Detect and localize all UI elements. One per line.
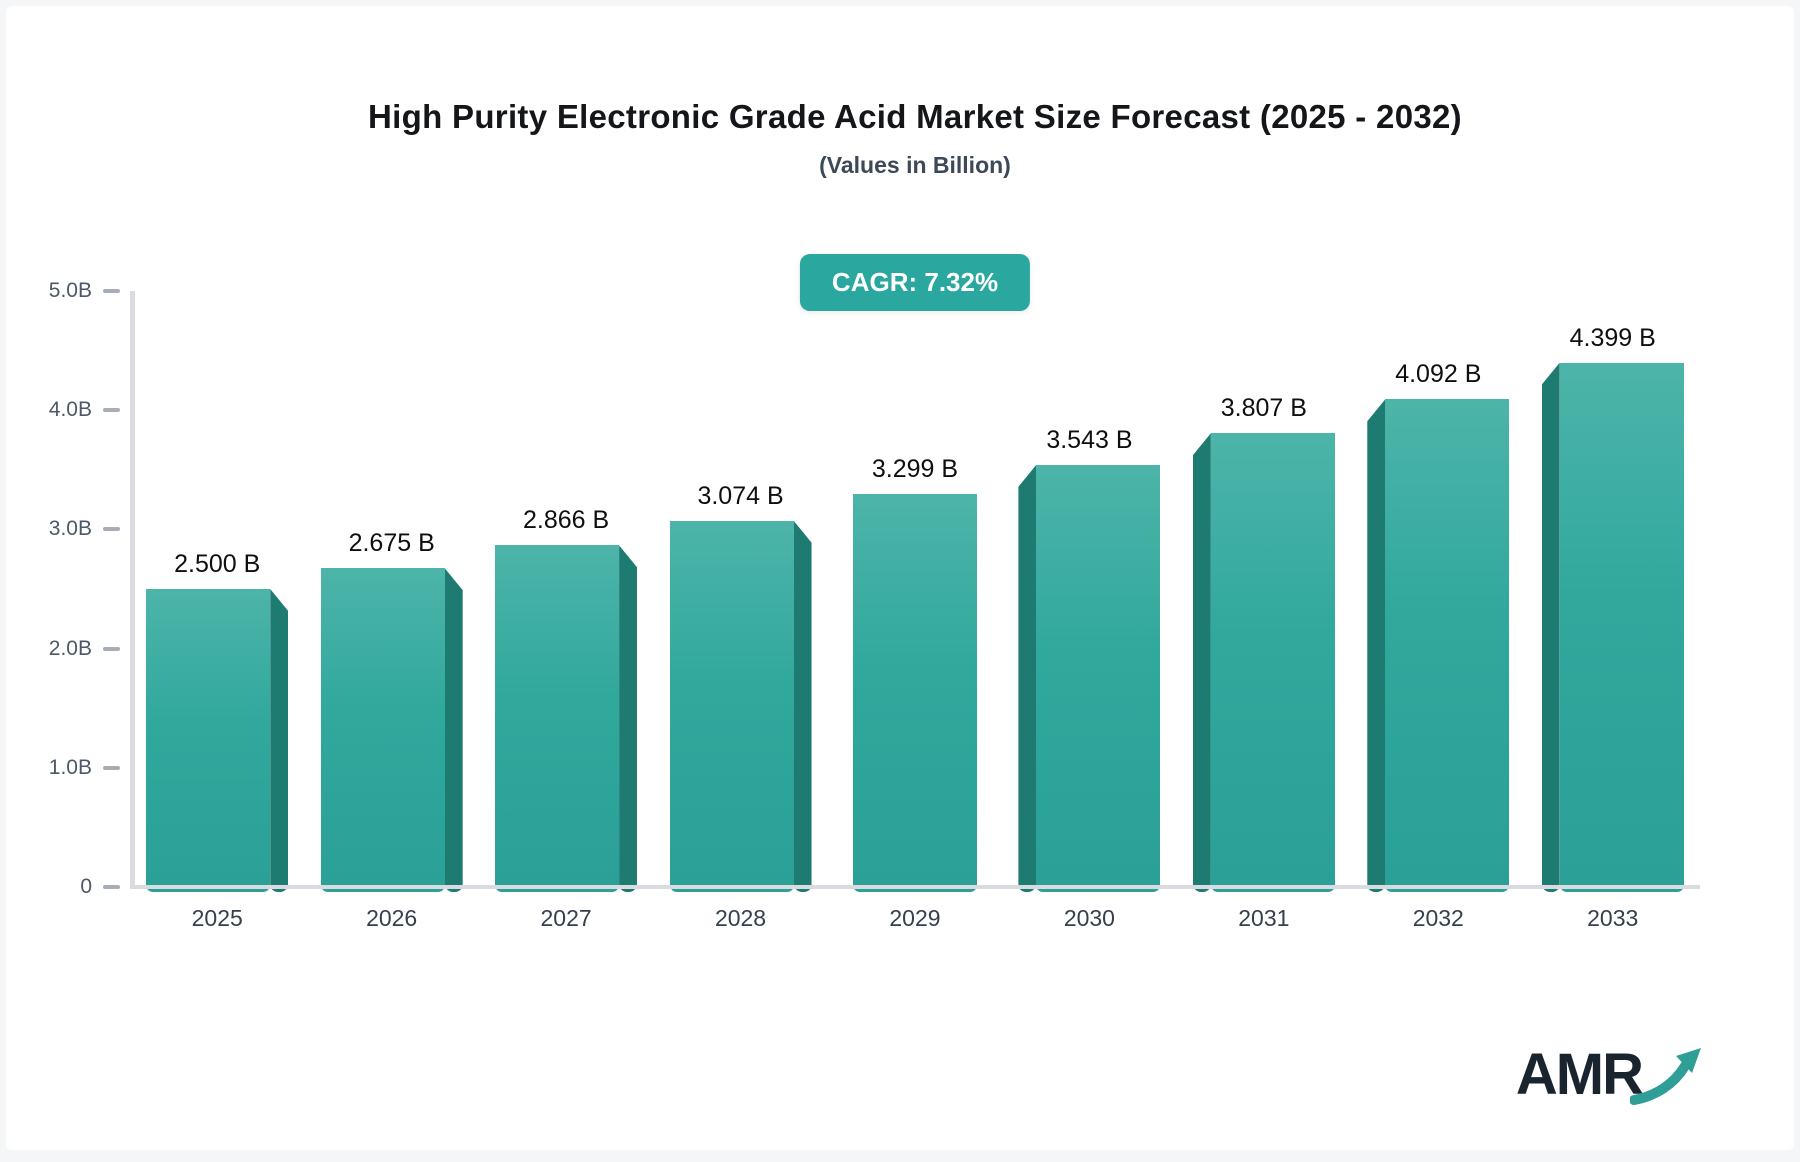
bar-slot-2025: 2.500 B 2025 [130, 291, 304, 931]
y-axis-label: 5.0B [48, 279, 92, 302]
bar-face [1036, 464, 1161, 892]
x-axis-line [130, 885, 1700, 889]
bar-value-label: 3.807 B [1220, 394, 1307, 423]
cagr-badge: CAGR: 7.32% [799, 254, 1031, 311]
bar-slot-2031: 3.807 B 2031 [1177, 291, 1351, 931]
y-axis-tick: 4.0B [42, 398, 120, 422]
bar-group-2033: 4.399 B [1541, 324, 1684, 892]
plot-area: 2.500 B 2025 2.675 B 2026 2.866 B 2027 3.074 B… [49, 279, 1700, 931]
bar-group-2026: 2.675 B [320, 529, 463, 892]
bar-side-shadow [1367, 399, 1386, 892]
bars-container: 2.500 B 2025 2.675 B 2026 2.866 B 2027 3.074 B… [130, 291, 1700, 931]
bar-value-label: 3.074 B [697, 481, 784, 510]
amr-logo-text: AMR [1515, 1042, 1644, 1107]
y-axis-tick-mark [103, 408, 120, 413]
bar-group-2032: 4.092 B [1367, 360, 1510, 892]
bar-face [669, 520, 794, 892]
bar-side-shadow [270, 589, 289, 892]
x-axis-label: 2026 [366, 905, 418, 931]
x-axis-label: 2033 [1587, 905, 1639, 931]
bar-value-label: 2.675 B [348, 529, 435, 558]
x-axis-label: 2030 [1063, 905, 1115, 931]
x-axis-label: 2031 [1238, 905, 1290, 931]
bar-group-2025: 2.500 B [146, 550, 289, 892]
y-axis-label: 3.0B [48, 517, 92, 541]
y-axis-tick-mark [103, 765, 120, 770]
y-axis-tick-mark [103, 527, 120, 532]
x-axis-label: 2027 [540, 905, 592, 931]
bar-side-shadow [1541, 362, 1560, 892]
bar-group-2028: 3.074 B [669, 482, 812, 892]
bar-face [146, 589, 271, 892]
y-axis-tick: 5.0B [42, 279, 120, 303]
bar-slot-2029: 3.299 B 2029 [828, 291, 1002, 931]
bar-slot-2032: 4.092 B 2032 [1351, 291, 1525, 931]
growth-arrow-icon [1630, 1048, 1701, 1105]
bar-face [320, 568, 445, 892]
bar-group-2027: 2.866 B [495, 506, 638, 892]
y-axis-tick: 1.0B [42, 756, 120, 780]
bar-group-2029: 3.299 B [844, 455, 986, 892]
bar-face [495, 545, 620, 892]
y-axis-tick: 2.0B [42, 637, 120, 661]
bar-group-2030: 3.543 B [1018, 426, 1161, 892]
y-axis-label: 2.0B [48, 636, 92, 660]
y-axis-tick-mark [103, 289, 120, 293]
y-axis-line [130, 291, 135, 889]
bar-slot-2026: 2.675 B 2026 [304, 291, 478, 931]
y-axis-tick-mark [103, 646, 120, 651]
chart-subtitle: (Values in Billion) [819, 152, 1011, 178]
bar-face [1559, 362, 1684, 892]
y-axis-tick: 3.0B [42, 517, 120, 541]
chart-title: High Purity Electronic Grade Acid Market… [368, 98, 1462, 135]
x-axis-label: 2029 [889, 905, 941, 931]
y-axis-tick-mark [103, 885, 120, 889]
bar-value-label: 4.092 B [1395, 360, 1482, 389]
y-axis-label: 1.0B [48, 755, 92, 779]
bar-group-2031: 3.807 B [1192, 394, 1335, 892]
bar-side-shadow [444, 568, 463, 892]
bar-slot-2033: 4.399 B 2033 [1526, 291, 1700, 931]
bar-side-shadow [1018, 464, 1037, 892]
bar-face [852, 493, 977, 892]
bar-side-shadow [793, 520, 812, 892]
cagr-badge-label: CAGR: 7.32% [831, 267, 999, 297]
bar-side-shadow [619, 545, 638, 892]
bar-value-label: 2.866 B [523, 506, 610, 535]
y-axis-label: 0 [80, 875, 92, 898]
bar-face [1385, 399, 1510, 892]
bar-slot-2027: 2.866 B 2027 [479, 291, 653, 931]
x-axis-label: 2032 [1412, 905, 1464, 931]
bar-value-label: 3.299 B [871, 454, 959, 483]
bar-value-label: 2.500 B [174, 550, 261, 578]
chart-card: High Purity Electronic Grade Acid Market… [6, 6, 1794, 1150]
bar-slot-2028: 3.074 B 2028 [653, 291, 827, 931]
x-axis-label: 2025 [191, 905, 243, 931]
bar-slot-2030: 3.543 B 2030 [1002, 291, 1176, 931]
bar-value-label: 4.399 B [1569, 323, 1656, 352]
bar-side-shadow [1192, 433, 1211, 892]
x-axis-label: 2028 [714, 905, 767, 931]
y-axis-label: 4.0B [48, 398, 92, 422]
bar-face [1210, 433, 1335, 892]
y-axis-tick: 0 [42, 875, 120, 899]
amr-logo: AMR [1515, 1042, 1704, 1107]
bar-value-label: 3.543 B [1046, 425, 1133, 454]
